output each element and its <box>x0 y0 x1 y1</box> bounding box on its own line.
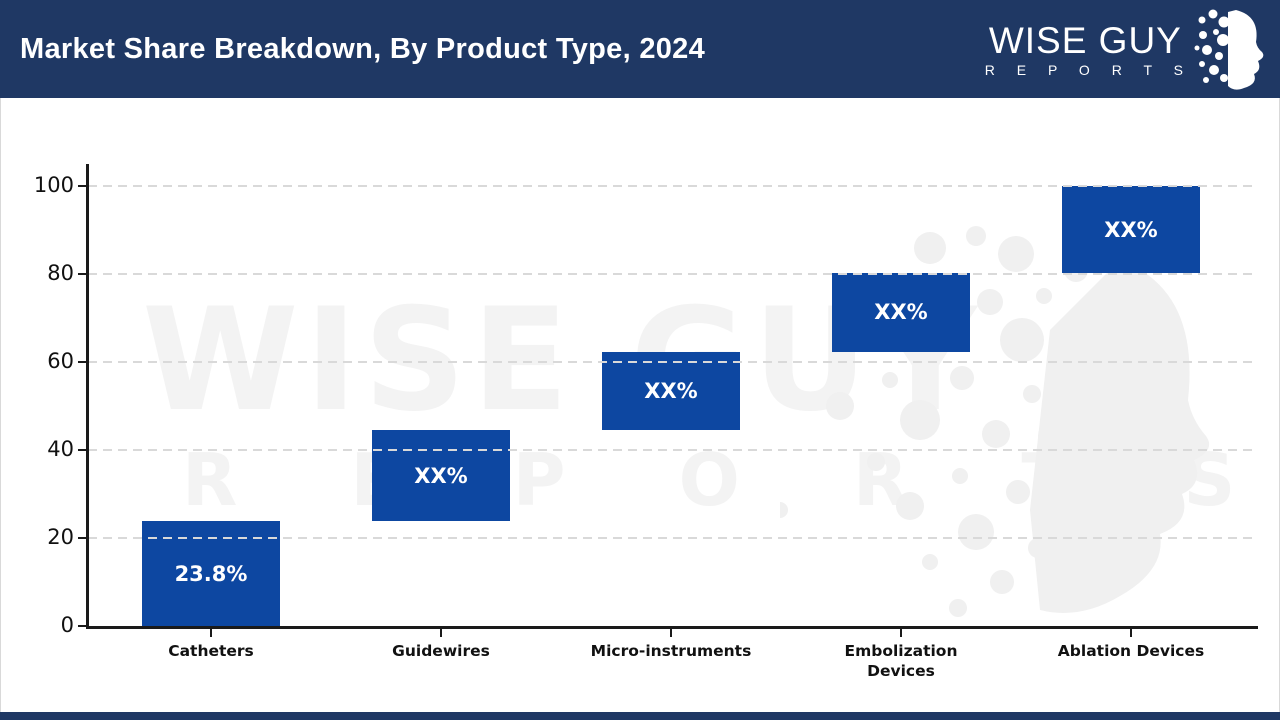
x-axis-label-ablation-devices: Ablation Devices <box>1057 642 1205 660</box>
y-axis-tick <box>78 273 86 275</box>
y-axis-tick-label: 40 <box>47 437 74 461</box>
y-axis-tick <box>78 625 86 627</box>
page-title: Market Share Breakdown, By Product Type,… <box>20 32 706 65</box>
x-axis-tick <box>210 629 212 637</box>
y-axis-tick <box>78 361 86 363</box>
x-axis-label-micro-instruments: Micro-instruments <box>590 642 752 660</box>
header-bar: Market Share Breakdown, By Product Type,… <box>0 0 1280 98</box>
x-axis-tick <box>900 629 902 637</box>
bar-micro-instruments: XX% <box>602 351 740 431</box>
waterfall-chart: 0 20 40 60 80 100 23.8% Catheters XX% Guidewires X… <box>0 98 1280 712</box>
x-axis-tick <box>1130 629 1132 637</box>
y-axis-tick <box>78 449 86 451</box>
y-axis-tick <box>78 537 86 539</box>
bar-guidewires: XX% <box>372 430 510 522</box>
gridline <box>88 361 1258 363</box>
y-axis-line <box>86 164 89 629</box>
logo-face-icon <box>1194 9 1264 90</box>
brand-logo: WISE GUY R E P O R T S <box>979 8 1266 92</box>
logo-reports-text: R E P O R T S <box>984 62 1192 79</box>
bar-ablation-devices: XX% <box>1062 186 1200 274</box>
y-axis-tick-label: 0 <box>60 613 74 637</box>
x-axis-tick <box>670 629 672 637</box>
gridline <box>88 185 1258 187</box>
bar-value-label: XX% <box>874 300 928 325</box>
bar-value-label: XX% <box>414 463 468 488</box>
x-axis-label-embolization-devices: Embolization Devices <box>844 642 958 681</box>
bar-value-label: 23.8% <box>174 561 248 586</box>
y-axis-tick-label: 80 <box>47 261 74 285</box>
brand-logo-text: WISE GUY R E P O R T S <box>979 19 1192 79</box>
bar-value-label: XX% <box>1104 217 1158 242</box>
gridline <box>88 449 1258 451</box>
y-axis-tick-label: 60 <box>47 349 74 373</box>
bar-embolization-devices: XX% <box>832 273 970 352</box>
bar-value-label: XX% <box>644 379 698 404</box>
y-axis-tick-label: 20 <box>47 525 74 549</box>
x-axis-label-catheters: Catheters <box>168 642 254 660</box>
x-axis-label-guidewires: Guidewires <box>392 642 490 660</box>
x-axis-line <box>86 626 1258 629</box>
footer-bar <box>0 712 1280 720</box>
gridline <box>88 273 1258 275</box>
x-axis-tick <box>440 629 442 637</box>
logo-wiseguy-text: WISE GUY <box>988 19 1182 61</box>
y-axis-tick <box>78 185 86 187</box>
y-axis-tick-label: 100 <box>33 173 74 197</box>
gridline <box>88 537 1258 539</box>
